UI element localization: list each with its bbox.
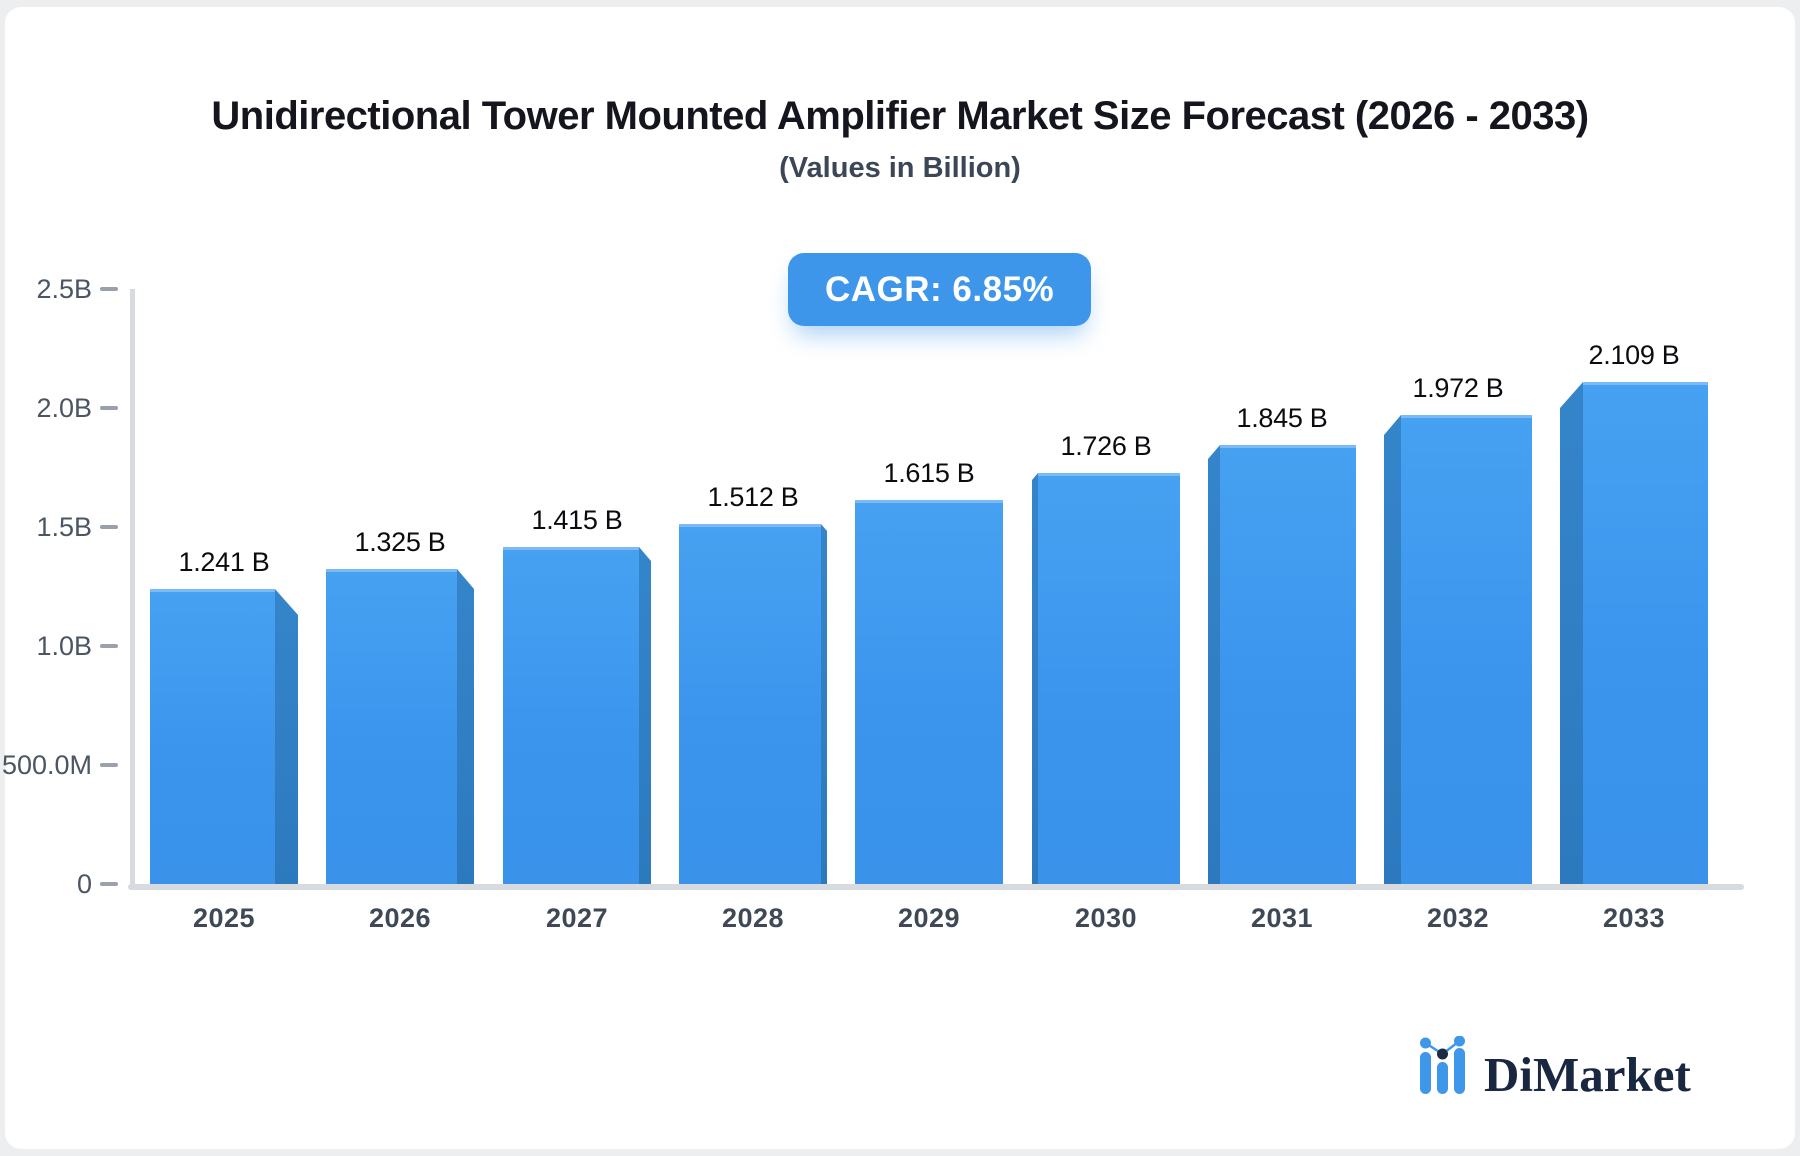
- bar-face: [1038, 473, 1180, 884]
- y-tick-label: 2.5B: [36, 274, 92, 304]
- x-axis-line: [128, 884, 1744, 890]
- bar-value-label: 1.845 B: [1236, 403, 1328, 433]
- x-tick-label: 2032: [1426, 903, 1490, 933]
- bar-side: [1384, 415, 1401, 884]
- bar-side: [457, 569, 474, 884]
- bar-2030: [1032, 473, 1180, 884]
- y-tick-label: 1.5B: [36, 512, 92, 542]
- bar-value-label: 1.325 B: [354, 527, 446, 557]
- bar-face: [855, 500, 1003, 884]
- bar-face: [1583, 382, 1708, 884]
- bar-2032: [1384, 415, 1532, 884]
- y-tick-dash: [100, 287, 118, 291]
- bar-value-label: 2.109 B: [1588, 340, 1680, 370]
- bar-side: [821, 524, 827, 884]
- bar-face: [326, 569, 457, 884]
- y-tick-dash: [100, 525, 118, 529]
- bar-2028: [679, 524, 827, 884]
- y-tick-label: 500.0M: [1, 750, 92, 780]
- bar-2031: [1208, 445, 1356, 884]
- y-tick-dash: [100, 882, 118, 886]
- y-axis-line: [130, 289, 135, 890]
- bar-value-label: 1.726 B: [1060, 431, 1152, 461]
- bar-face: [1401, 415, 1532, 884]
- y-tick-label: 2.0B: [36, 393, 92, 423]
- y-tick-label: 1.0B: [36, 631, 92, 661]
- brand-logo: DiMarket: [1418, 1035, 1691, 1102]
- bar-2026: [326, 569, 474, 884]
- x-tick-label: 2027: [545, 903, 609, 933]
- chart-title: Unidirectional Tower Mounted Amplifier M…: [211, 94, 1589, 138]
- bar-face: [679, 524, 821, 884]
- bar-face: [150, 589, 275, 884]
- y-tick-dash: [100, 406, 118, 410]
- bar-2033: [1560, 382, 1708, 884]
- dimarket-logo-icon: [1418, 1035, 1470, 1099]
- bar-face: [1220, 445, 1356, 884]
- bar-2027: [503, 547, 651, 884]
- bar-face: [503, 547, 639, 884]
- bar-value-label: 1.512 B: [707, 482, 799, 512]
- x-tick-label: 2033: [1602, 903, 1666, 933]
- bar-2029: [855, 500, 1003, 884]
- brand-name: DiMarket: [1484, 1047, 1691, 1102]
- x-tick-label: 2029: [897, 903, 961, 933]
- x-tick-label: 2025: [192, 903, 256, 933]
- bar-side: [1208, 445, 1220, 884]
- x-tick-label: 2030: [1074, 903, 1138, 933]
- x-tick-label: 2028: [721, 903, 785, 933]
- y-tick-dash: [100, 644, 118, 648]
- x-tick-label: 2026: [368, 903, 432, 933]
- chart-subtitle: (Values in Billion): [779, 152, 1021, 184]
- bar-side: [639, 547, 651, 884]
- bar-value-label: 1.615 B: [883, 458, 975, 488]
- bar-side: [1560, 382, 1583, 884]
- bar-side: [1032, 473, 1038, 884]
- cagr-badge: CAGR: 6.85%: [788, 253, 1092, 326]
- bar-value-label: 1.972 B: [1412, 373, 1504, 403]
- x-tick-label: 2031: [1250, 903, 1314, 933]
- bar-value-label: 1.415 B: [531, 505, 623, 535]
- bar-side: [275, 589, 298, 884]
- bar-value-label: 1.241 B: [178, 547, 270, 577]
- y-tick-label: 0: [76, 869, 92, 899]
- bar-2025: [150, 589, 298, 884]
- y-tick-dash: [100, 763, 118, 767]
